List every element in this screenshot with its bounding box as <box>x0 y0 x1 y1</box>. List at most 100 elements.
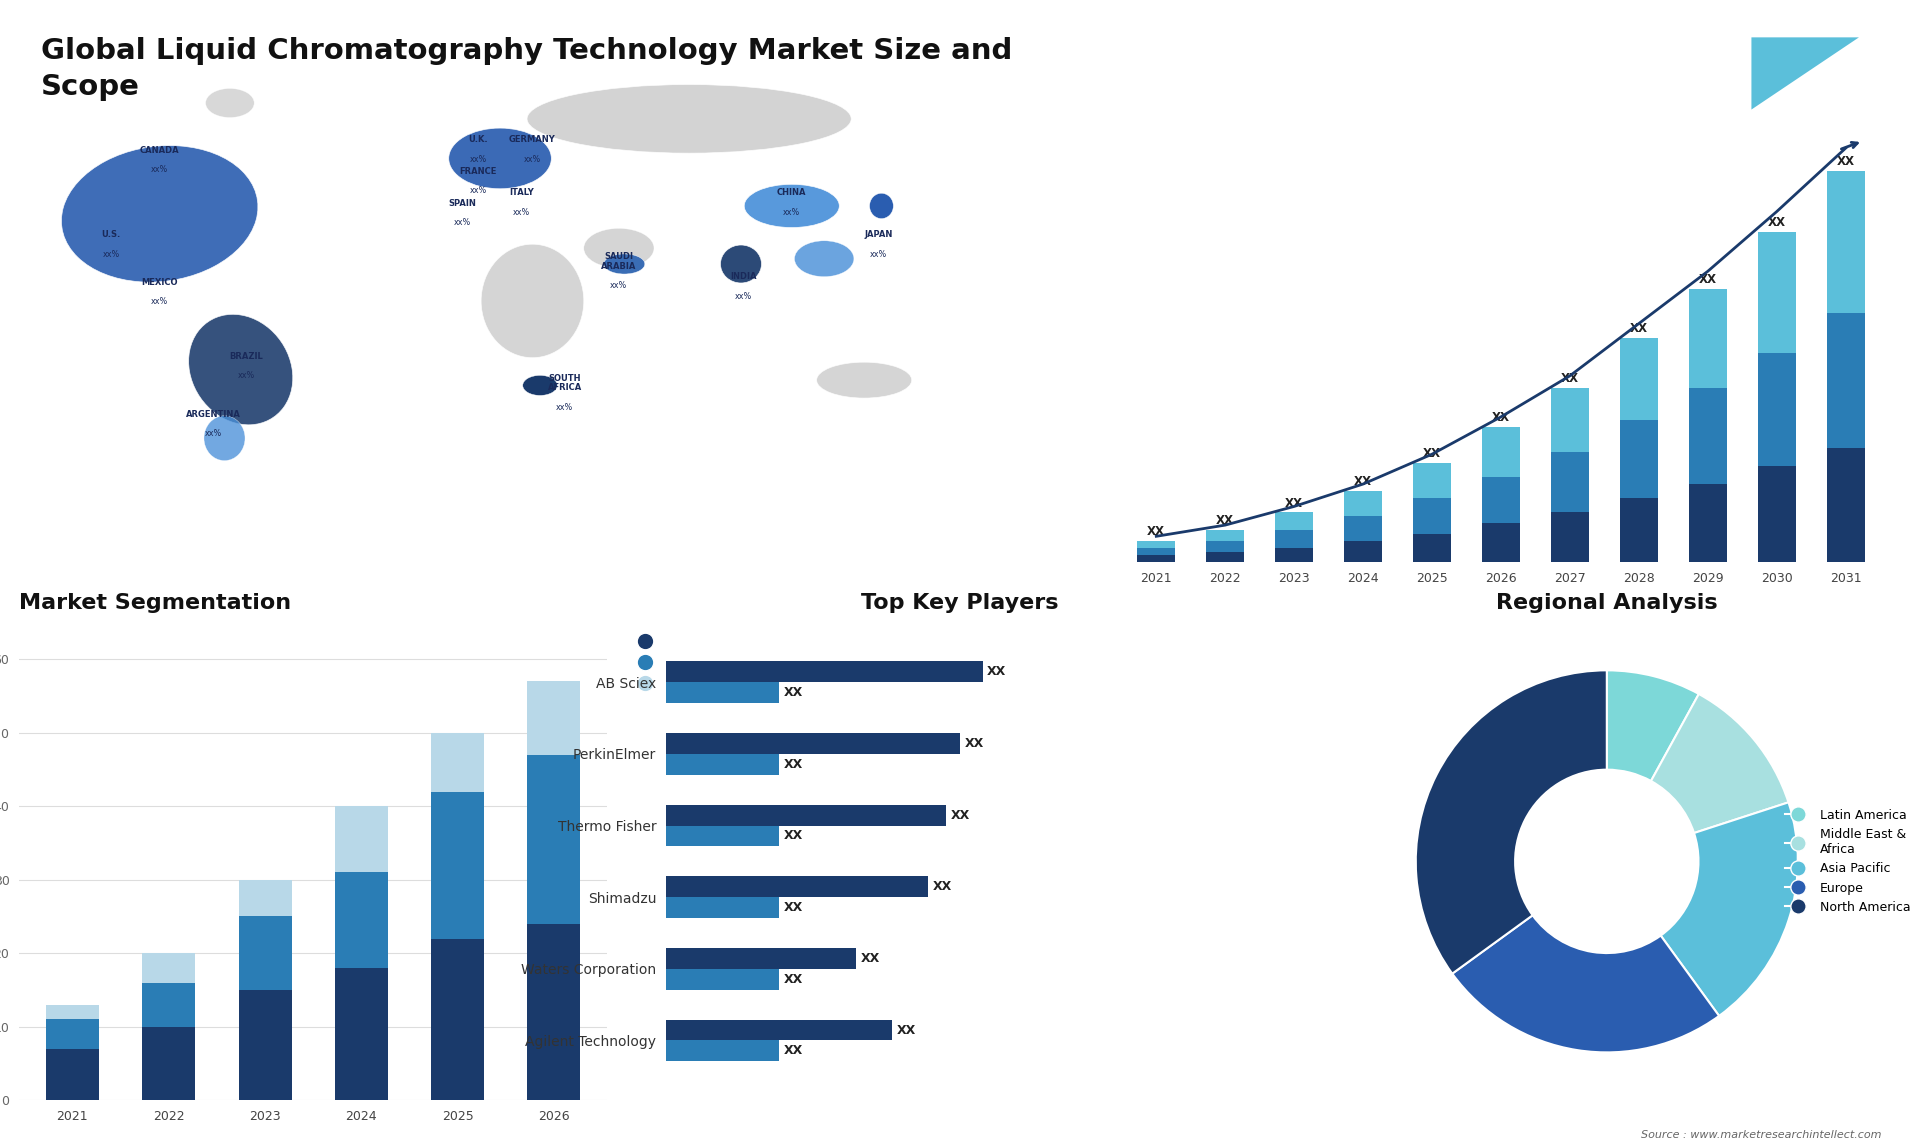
Wedge shape <box>1661 802 1797 1015</box>
Text: SPAIN: SPAIN <box>447 198 476 207</box>
Text: Source : www.marketresearchintellect.com: Source : www.marketresearchintellect.com <box>1642 1130 1882 1140</box>
Text: XX: XX <box>1284 496 1304 510</box>
Wedge shape <box>1415 670 1607 974</box>
Text: xx%: xx% <box>557 403 574 411</box>
Wedge shape <box>1452 916 1718 1052</box>
Bar <box>1551 388 1590 452</box>
Bar <box>1413 534 1452 563</box>
Bar <box>528 755 580 924</box>
Bar <box>1413 463 1452 499</box>
Ellipse shape <box>816 362 912 398</box>
Bar <box>1206 551 1244 563</box>
Bar <box>1482 477 1521 523</box>
Bar <box>1206 541 1244 551</box>
Ellipse shape <box>522 376 557 395</box>
Bar <box>666 897 780 918</box>
Bar <box>46 1049 100 1100</box>
Ellipse shape <box>205 88 253 118</box>
Wedge shape <box>1651 694 1789 833</box>
Text: MEXICO: MEXICO <box>142 277 179 286</box>
Text: Market Segmentation: Market Segmentation <box>19 592 292 613</box>
Text: XX: XX <box>1699 273 1716 285</box>
Bar <box>334 872 388 968</box>
Bar <box>1757 353 1795 466</box>
Bar <box>1757 466 1795 563</box>
Title: Regional Analysis: Regional Analysis <box>1496 592 1718 613</box>
Bar <box>142 1027 196 1100</box>
Text: xx%: xx% <box>152 297 169 306</box>
Bar <box>1137 548 1175 555</box>
Text: xx%: xx% <box>205 430 223 438</box>
Bar <box>238 990 292 1100</box>
Polygon shape <box>1751 38 1859 110</box>
Text: GERMANY: GERMANY <box>509 135 555 144</box>
Text: XX: XX <box>950 809 970 822</box>
Text: xx%: xx% <box>470 155 488 164</box>
Ellipse shape <box>603 254 645 274</box>
Bar <box>46 1005 100 1019</box>
Text: XX: XX <box>783 830 803 842</box>
Bar <box>1137 555 1175 563</box>
Text: XX: XX <box>783 1044 803 1058</box>
Text: xx%: xx% <box>513 207 530 217</box>
Bar <box>1137 541 1175 548</box>
Bar <box>1275 512 1313 531</box>
Text: xx%: xx% <box>735 292 753 301</box>
Text: CHINA: CHINA <box>778 188 806 197</box>
Text: XX: XX <box>933 880 952 893</box>
Text: XX: XX <box>783 973 803 986</box>
Ellipse shape <box>204 416 246 461</box>
Ellipse shape <box>870 194 893 219</box>
Bar <box>334 968 388 1100</box>
Text: XX: XX <box>1423 447 1442 460</box>
Text: xx%: xx% <box>524 155 541 164</box>
Text: XX: XX <box>1837 156 1855 168</box>
Text: XX: XX <box>1215 515 1235 527</box>
Bar <box>1275 531 1313 548</box>
Text: XX: XX <box>1354 476 1373 488</box>
Bar <box>666 661 983 682</box>
Bar <box>334 807 388 872</box>
Bar <box>432 792 484 939</box>
Text: XX: XX <box>1148 525 1165 539</box>
Text: XX: XX <box>1561 372 1578 385</box>
Bar <box>1344 492 1382 516</box>
Bar <box>666 948 856 968</box>
Bar <box>528 924 580 1100</box>
Ellipse shape <box>745 185 839 228</box>
Bar <box>666 804 947 825</box>
Bar <box>1344 516 1382 541</box>
Bar <box>666 968 780 990</box>
Text: xx%: xx% <box>611 282 628 290</box>
Bar <box>46 1019 100 1049</box>
Polygon shape <box>1644 38 1751 110</box>
Bar <box>1551 452 1590 512</box>
Wedge shape <box>1607 670 1699 782</box>
Text: FRANCE: FRANCE <box>459 167 497 175</box>
Ellipse shape <box>188 314 292 425</box>
Text: JAPAN: JAPAN <box>864 230 893 240</box>
Text: SAUDI
ARABIA: SAUDI ARABIA <box>601 252 637 270</box>
Text: SOUTH
AFRICA: SOUTH AFRICA <box>547 374 582 392</box>
Bar <box>1275 548 1313 563</box>
Text: U.K.: U.K. <box>468 135 488 144</box>
Text: XX: XX <box>897 1023 916 1036</box>
Text: XX: XX <box>964 737 983 749</box>
Bar <box>1413 499 1452 534</box>
Bar <box>238 917 292 990</box>
Bar <box>1206 531 1244 541</box>
Legend: Application, Product, Geography: Application, Product, Geography <box>626 629 755 697</box>
Bar <box>666 733 960 754</box>
Bar <box>142 953 196 982</box>
Text: xx%: xx% <box>870 250 887 259</box>
Text: XX: XX <box>783 901 803 915</box>
Text: XX: XX <box>860 952 879 965</box>
Text: XX: XX <box>1492 411 1509 424</box>
Ellipse shape <box>795 241 854 276</box>
Text: XX: XX <box>783 686 803 699</box>
Bar <box>666 1041 780 1061</box>
Bar <box>238 880 292 917</box>
Ellipse shape <box>584 228 655 268</box>
Ellipse shape <box>528 85 851 154</box>
Text: xx%: xx% <box>238 371 255 380</box>
